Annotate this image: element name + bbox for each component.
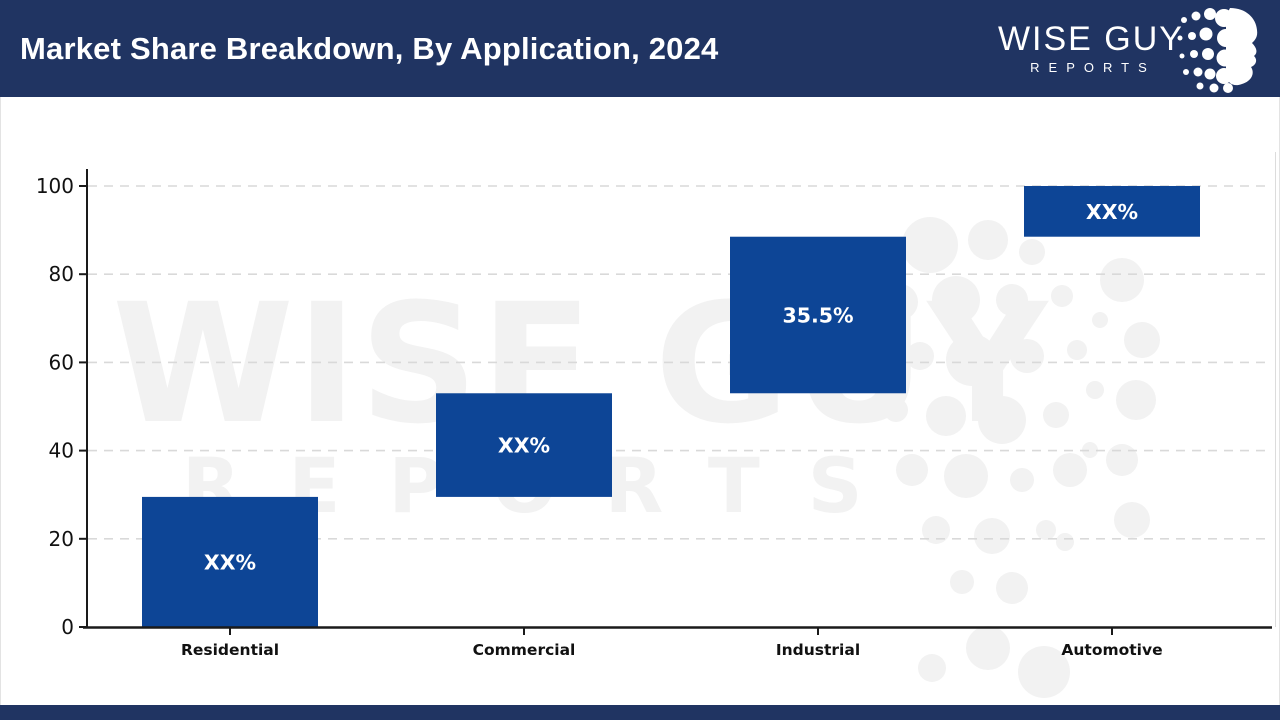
logo-face-icon [1177, 7, 1258, 93]
y-tick-label-20: 20 [49, 527, 74, 551]
page-title: Market Share Breakdown, By Application, … [20, 30, 719, 66]
bar-residential [142, 496, 318, 627]
bar-label-industrial: 35.5% [782, 303, 853, 327]
bar-industrial [730, 236, 906, 394]
y-tick-label-40: 40 [49, 439, 74, 463]
y-tick-label-100: 100 [36, 174, 74, 198]
y-tick-label-0: 0 [61, 615, 74, 639]
y-tick-label-60: 60 [49, 350, 74, 374]
header-bar: Market Share Breakdown, By Application, … [0, 0, 1280, 97]
footer-bar [0, 705, 1280, 720]
category-label-commercial: Commercial [473, 641, 576, 659]
waterfall-chart: 0 20 40 60 80 100 XX% Residential XX% Commercial 3… [36, 152, 1276, 659]
bar-label-commercial: XX% [498, 434, 550, 458]
category-label-industrial: Industrial [776, 641, 860, 659]
category-label-residential: Residential [181, 641, 279, 659]
category-label-automotive: Automotive [1061, 641, 1162, 659]
logo-text: WISE GUY REPORTS [998, 22, 1184, 75]
bar-label-automotive: XX% [1086, 200, 1138, 224]
bar-automotive [1024, 186, 1200, 237]
bar-commercial [436, 393, 612, 497]
logo-subtitle: REPORTS [1030, 60, 1156, 75]
bar-label-residential: XX% [204, 550, 256, 574]
y-tick-label-80: 80 [49, 262, 74, 286]
wise-guy-reports-logo: WISE GUY REPORTS [998, 4, 1262, 94]
logo-wordmark: WISE GUY [997, 20, 1184, 58]
